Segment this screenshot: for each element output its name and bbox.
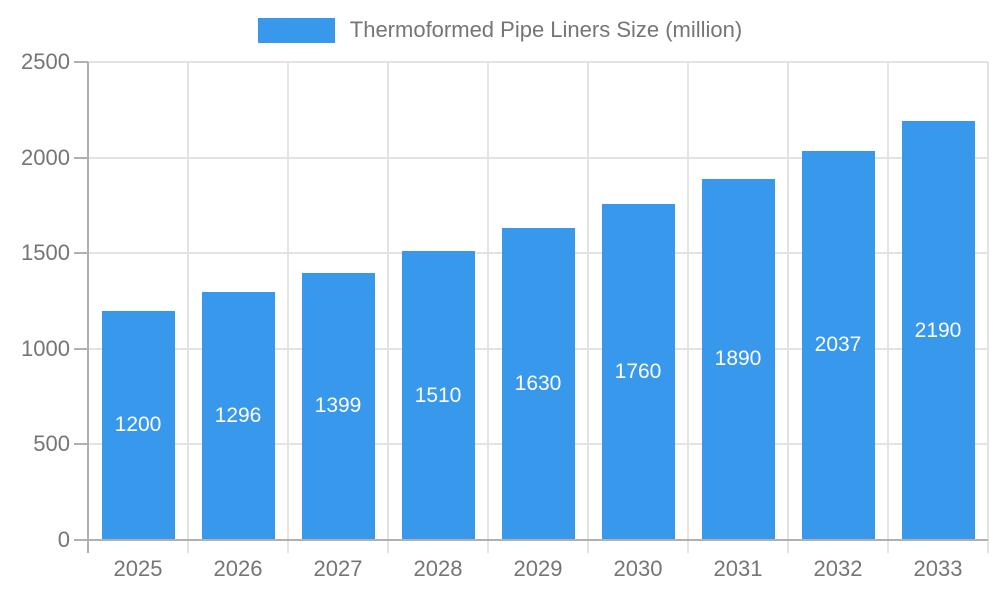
x-axis-label: 2028: [413, 556, 463, 581]
x-tick: [387, 540, 389, 553]
y-axis-labels: 0 500 1000 1500 2000 2500: [0, 49, 70, 552]
y-axis-label: 1500: [21, 240, 70, 266]
legend-label: Thermoformed Pipe Liners Size (million): [349, 17, 743, 42]
bar: [901, 121, 975, 540]
x-axis-label: 2030: [613, 556, 663, 581]
v-gridline: [387, 62, 389, 540]
bar: [601, 203, 675, 540]
y-axis-label: 500: [33, 431, 70, 457]
bar-value-label: 1296: [214, 404, 262, 428]
v-gridline: [987, 62, 989, 540]
h-gridline: [88, 156, 988, 159]
bar: [801, 150, 875, 540]
bar-value-label: 1200: [114, 413, 162, 437]
y-tick: [74, 61, 88, 63]
legend-swatch: [257, 17, 335, 43]
bar: [301, 272, 375, 540]
y-axis-label: 0: [57, 527, 70, 552]
v-gridline: [587, 62, 589, 540]
x-tick: [787, 540, 789, 553]
bar-value-label: 1630: [514, 372, 562, 396]
x-axis-label: 2026: [213, 556, 263, 581]
x-tick: [987, 540, 989, 553]
bar-value-label: 1890: [714, 347, 762, 371]
y-axis-label: 2000: [21, 144, 70, 170]
x-axis-line: [74, 539, 988, 541]
bar-value-label: 2190: [914, 318, 962, 342]
x-axis-label: 2025: [113, 556, 163, 581]
y-tick: [74, 156, 88, 159]
y-tick: [74, 347, 88, 350]
x-axis-label: 2029: [513, 556, 563, 581]
y-axis-label: 1000: [21, 335, 70, 361]
x-axis-label: 2031: [713, 556, 763, 581]
y-tick: [74, 443, 88, 446]
v-gridline: [887, 62, 889, 540]
v-gridline: [287, 62, 289, 540]
x-tick: [587, 540, 589, 553]
x-tick: [687, 540, 689, 553]
bar: [501, 228, 575, 540]
x-axis-label: 2033: [913, 556, 963, 581]
x-axis-label: 2032: [813, 556, 863, 581]
x-tick: [187, 540, 189, 553]
chart-legend: Thermoformed Pipe Liners Size (million): [0, 17, 1000, 43]
x-tick: [887, 540, 889, 553]
bar-value-label: 1510: [414, 383, 462, 407]
bar: [401, 251, 475, 540]
v-gridline: [687, 62, 689, 540]
x-tick: [487, 540, 489, 553]
bar-value-label: 2037: [814, 333, 862, 357]
v-gridline: [187, 62, 189, 540]
plot-area: 1200 1296 1399 1510 1630 1760 1890 2037 2190: [74, 61, 989, 553]
v-gridline: [787, 62, 789, 540]
bar: [701, 178, 775, 540]
y-tick: [74, 252, 88, 255]
bar-value-label: 1760: [614, 359, 662, 383]
x-axis-labels: 2025 2026 2027 2028 2029 2030 2031 2032 2033: [88, 556, 988, 586]
bar-value-label: 1399: [314, 394, 362, 418]
x-tick: [287, 540, 289, 553]
bar: [201, 292, 275, 540]
h-gridline: [88, 61, 988, 63]
y-axis-label: 2500: [21, 49, 70, 74]
v-gridline: [487, 62, 489, 540]
x-axis-label: 2027: [313, 556, 363, 581]
y-axis-line: [87, 62, 89, 553]
bar: [101, 310, 175, 540]
